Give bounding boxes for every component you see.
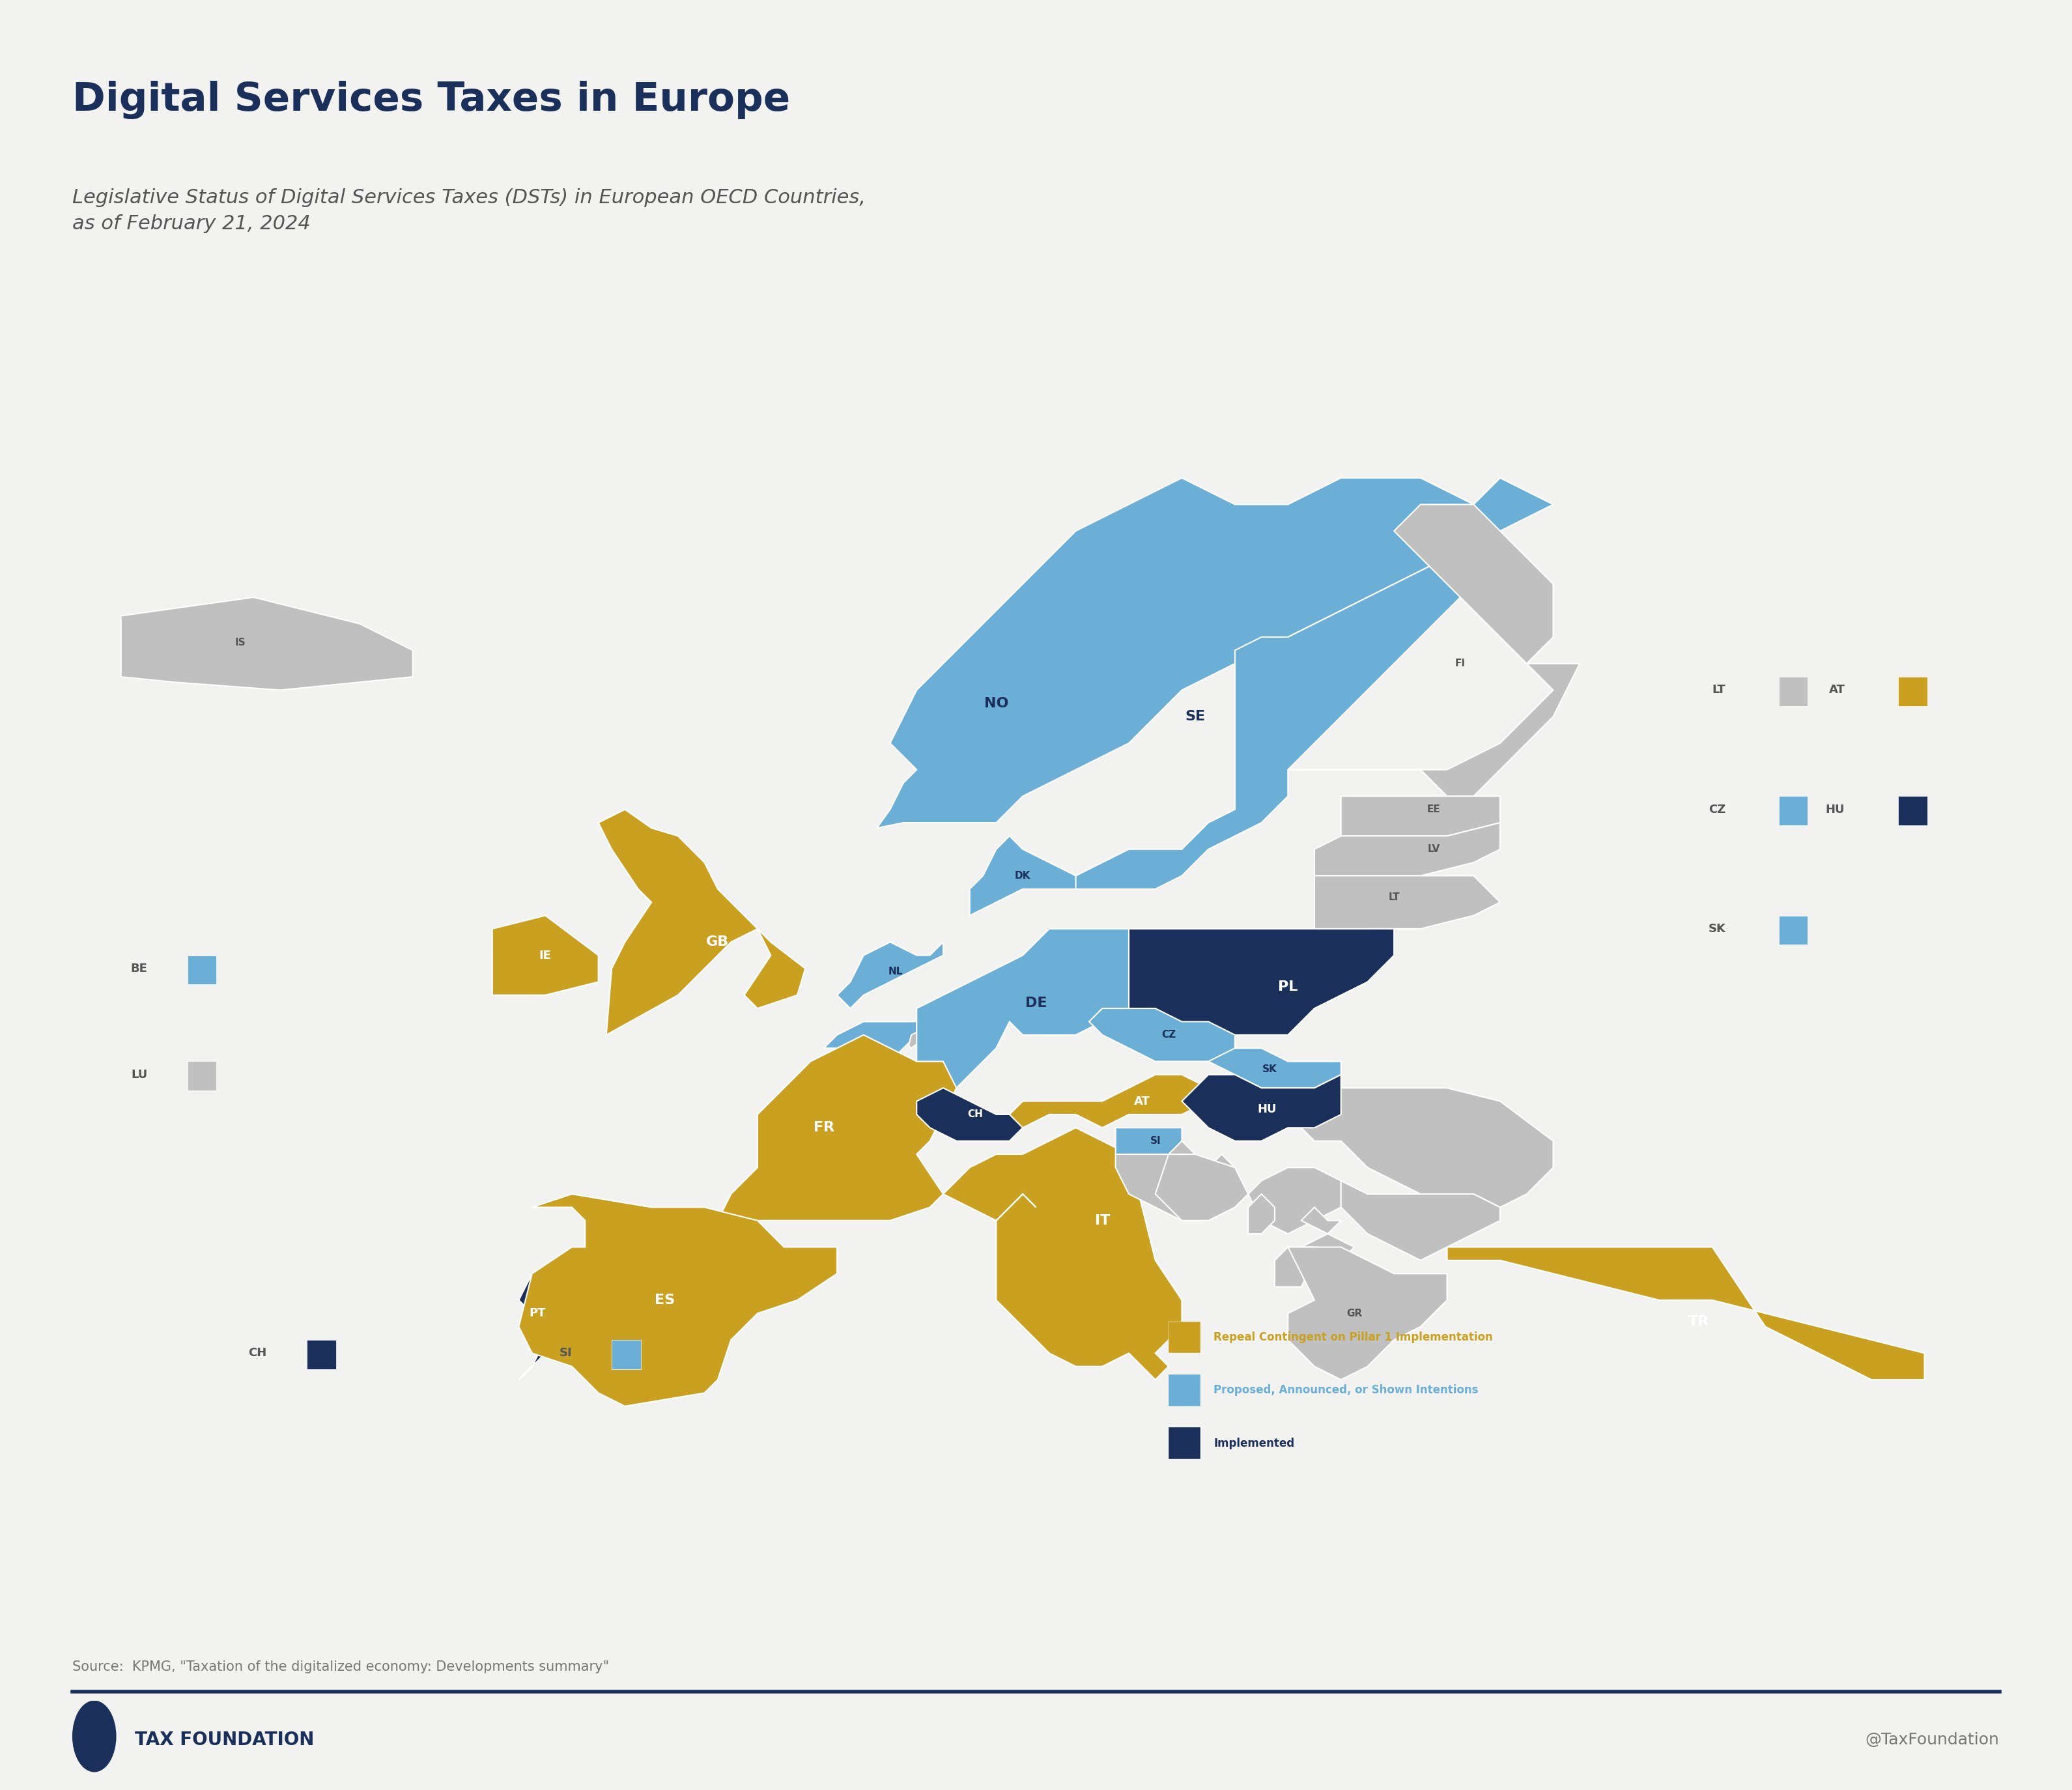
Polygon shape (970, 836, 1075, 915)
Ellipse shape (73, 1700, 116, 1772)
Polygon shape (1314, 875, 1500, 942)
Bar (1898, 797, 1927, 825)
Text: NL: NL (889, 967, 903, 976)
Polygon shape (837, 942, 943, 1008)
Text: EE: EE (1428, 804, 1440, 814)
Bar (307, 1341, 336, 1369)
Polygon shape (876, 478, 1554, 829)
Text: SE: SE (1185, 711, 1206, 723)
Text: IE: IE (539, 949, 551, 961)
Polygon shape (1208, 1049, 1341, 1088)
Text: PT: PT (528, 1307, 545, 1319)
Text: ES: ES (655, 1294, 675, 1307)
Polygon shape (493, 915, 599, 995)
Polygon shape (1289, 1248, 1446, 1380)
Polygon shape (518, 1194, 837, 1407)
Polygon shape (1048, 532, 1500, 890)
Polygon shape (1247, 1194, 1274, 1233)
Text: GR: GR (1347, 1308, 1361, 1317)
Text: HU: HU (1258, 1103, 1276, 1115)
Text: TAX FOUNDATION: TAX FOUNDATION (135, 1731, 315, 1749)
Bar (186, 956, 215, 984)
Polygon shape (1115, 1128, 1181, 1155)
Bar (186, 1061, 215, 1090)
Polygon shape (1446, 1248, 1925, 1380)
Polygon shape (943, 1128, 1181, 1380)
Polygon shape (1301, 1233, 1355, 1260)
Bar (1169, 1375, 1200, 1407)
Polygon shape (1341, 1181, 1500, 1260)
Polygon shape (1129, 929, 1394, 1035)
Text: GB: GB (707, 936, 729, 949)
Polygon shape (1341, 797, 1500, 836)
Text: BE: BE (131, 963, 147, 974)
Text: TR: TR (1689, 1316, 1709, 1328)
Polygon shape (1274, 1248, 1314, 1287)
Text: FI: FI (1455, 659, 1465, 668)
Text: SI: SI (1150, 1137, 1160, 1146)
Text: AT: AT (1830, 684, 1844, 696)
Text: LT: LT (1388, 891, 1401, 902)
Bar (1169, 1321, 1200, 1353)
Text: SK: SK (1262, 1065, 1276, 1074)
Text: Legislative Status of Digital Services Taxes (DSTs) in European OECD Countries,
: Legislative Status of Digital Services T… (73, 188, 866, 233)
Polygon shape (599, 809, 806, 1035)
Text: Digital Services Taxes in Europe: Digital Services Taxes in Europe (73, 81, 792, 118)
Text: IS: IS (234, 637, 247, 648)
Text: SI: SI (559, 1348, 572, 1359)
Polygon shape (518, 1248, 584, 1380)
Text: AT: AT (1133, 1095, 1150, 1106)
Polygon shape (916, 1088, 1024, 1140)
Polygon shape (1314, 823, 1500, 875)
Bar (1898, 677, 1927, 705)
Text: Proposed, Announced, or Shown Intentions: Proposed, Announced, or Shown Intentions (1214, 1384, 1479, 1396)
Polygon shape (825, 1022, 916, 1061)
Text: NO: NO (984, 696, 1009, 711)
Polygon shape (1115, 1140, 1247, 1221)
Polygon shape (717, 1035, 957, 1221)
Polygon shape (1289, 1088, 1554, 1206)
Polygon shape (1289, 505, 1579, 797)
Bar (1778, 677, 1807, 705)
Polygon shape (1156, 1155, 1247, 1221)
Polygon shape (1009, 1074, 1208, 1128)
Text: @TaxFoundation: @TaxFoundation (1865, 1733, 1999, 1747)
Polygon shape (910, 1029, 930, 1049)
Polygon shape (120, 598, 412, 691)
Text: CH: CH (249, 1348, 267, 1359)
Polygon shape (1247, 1167, 1341, 1233)
Text: CZ: CZ (1162, 1029, 1175, 1040)
Text: IT: IT (1094, 1214, 1111, 1228)
Text: PL: PL (1278, 981, 1297, 993)
Text: Implemented: Implemented (1214, 1437, 1295, 1450)
Polygon shape (1090, 1008, 1235, 1061)
Text: Source:  KPMG, "Taxation of the digitalized economy: Developments summary": Source: KPMG, "Taxation of the digitaliz… (73, 1661, 609, 1674)
Bar (1169, 1427, 1200, 1459)
Text: HU: HU (1825, 804, 1844, 814)
Text: SK: SK (1707, 924, 1726, 934)
Bar (1778, 915, 1807, 945)
Text: Repeal Contingent on Pillar 1 Implementation: Repeal Contingent on Pillar 1 Implementa… (1214, 1332, 1494, 1342)
Polygon shape (916, 929, 1129, 1088)
Text: CH: CH (968, 1110, 982, 1119)
Text: FR: FR (814, 1121, 835, 1135)
Text: DK: DK (1015, 872, 1030, 881)
Polygon shape (1301, 1206, 1341, 1233)
Text: LV: LV (1428, 845, 1440, 854)
Text: LU: LU (131, 1069, 147, 1081)
Bar (1778, 797, 1807, 825)
Text: CZ: CZ (1709, 804, 1726, 814)
Polygon shape (1181, 1074, 1341, 1140)
Text: LT: LT (1711, 684, 1726, 696)
Text: DE: DE (1026, 997, 1046, 1010)
Bar (611, 1341, 640, 1369)
